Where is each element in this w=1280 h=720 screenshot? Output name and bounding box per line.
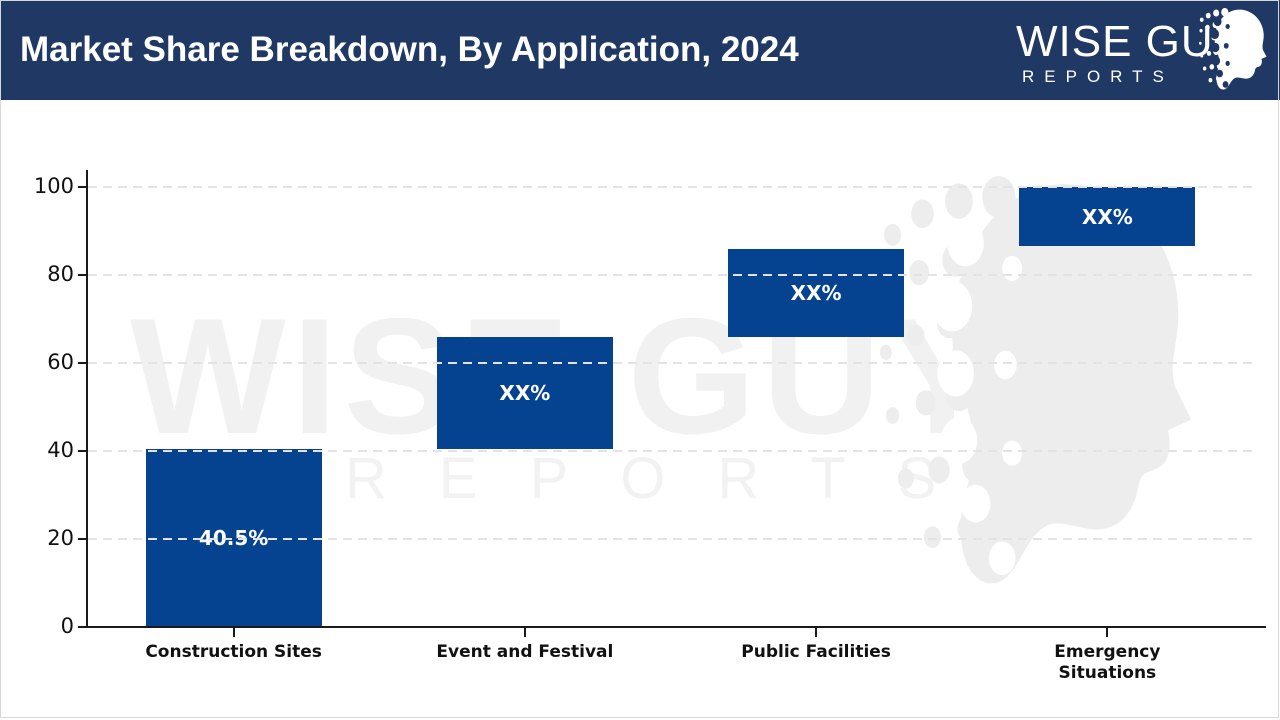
gridline <box>88 538 1253 540</box>
gridline <box>88 186 1253 188</box>
y-tick-mark <box>78 186 87 188</box>
x-category-label: Public Facilities <box>741 642 891 662</box>
y-tick-label: 0 <box>60 614 74 638</box>
logo-text-line2: REPORTS <box>1022 67 1174 86</box>
bar: 40.5% <box>145 448 322 627</box>
y-tick-mark <box>78 450 87 452</box>
y-tick-label: 20 <box>47 526 74 550</box>
x-tick-mark <box>1106 628 1109 637</box>
y-tick-mark <box>78 626 87 628</box>
header-bar: Market Share Breakdown, By Application, … <box>0 0 1280 100</box>
bar: XX% <box>1019 187 1196 247</box>
bar-value-label: 40.5% <box>198 525 269 550</box>
y-tick-label: 60 <box>47 350 74 374</box>
gridline <box>88 362 1253 364</box>
logo-text-line1: WISE GUY <box>1016 17 1244 66</box>
y-tick-mark <box>78 538 87 540</box>
bar: XX% <box>728 248 905 337</box>
bar-value-label: XX% <box>1081 204 1133 229</box>
gridline <box>88 274 1253 276</box>
bar: XX% <box>436 336 613 449</box>
x-axis-line <box>86 626 1266 628</box>
x-category-label: Emergency Situations <box>1054 642 1161 684</box>
page-title: Market Share Breakdown, By Application, … <box>20 30 799 69</box>
y-tick-mark <box>78 274 87 276</box>
y-tick-mark <box>78 362 87 364</box>
x-tick-mark <box>232 628 235 637</box>
x-category-label: Event and Festival <box>436 642 614 662</box>
x-category-label: Construction Sites <box>145 642 322 662</box>
y-tick-label: 40 <box>47 438 74 462</box>
y-tick-label: 80 <box>47 262 74 286</box>
wiseguy-logo: WISE GUY REPORTS <box>1016 8 1267 90</box>
y-tick-label: 100 <box>33 174 74 198</box>
y-axis-line <box>86 170 88 628</box>
watermark-text-line2: REPORTS <box>345 446 989 511</box>
x-tick-mark <box>523 628 526 637</box>
bar-value-label: XX% <box>499 380 551 405</box>
gridline <box>88 450 1253 452</box>
bar-value-label: XX% <box>790 280 842 305</box>
x-tick-mark <box>815 628 818 637</box>
